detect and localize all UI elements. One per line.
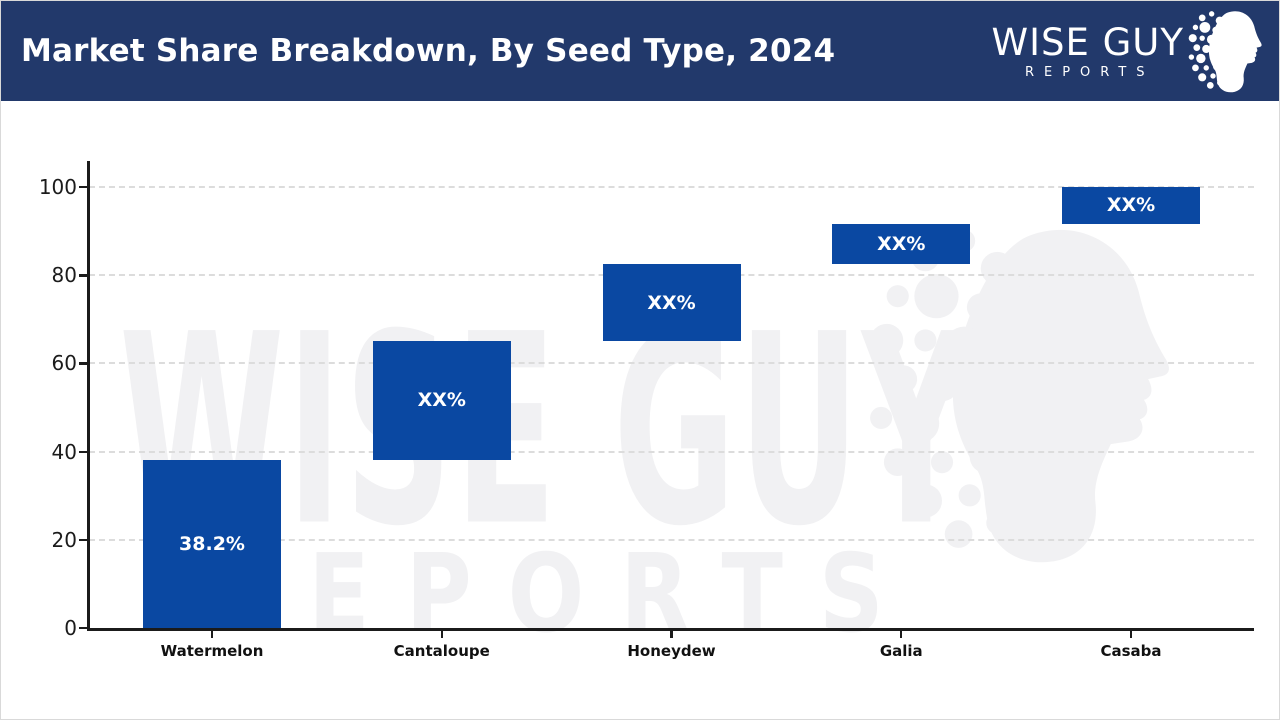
bar-honeydew: XX% <box>602 264 741 342</box>
x-tick-label-cantaloupe: Cantaloupe <box>393 642 490 660</box>
x-axis-line <box>87 628 1254 631</box>
y-tick-80 <box>79 274 89 277</box>
logo-head-icon <box>1186 7 1267 95</box>
y-tick-label-20: 20 <box>51 527 77 552</box>
x-tick-casaba <box>1129 628 1133 638</box>
y-tick-60 <box>79 362 89 365</box>
bar-watermelon: 38.2% <box>143 459 281 628</box>
y-tick-label-100: 100 <box>38 175 77 199</box>
bar-casaba: XX% <box>1062 187 1200 224</box>
logo-wordmark-sub: REPORTS <box>1024 64 1155 80</box>
bar-cantaloupe: XX% <box>372 341 511 460</box>
x-tick-watermelon <box>210 628 214 638</box>
y-tick-label-80: 80 <box>51 263 77 288</box>
logo-wordmark: WISE GUY REPORTS <box>992 24 1184 79</box>
x-tick-galia <box>900 628 903 638</box>
bar-value-label: XX% <box>877 232 926 255</box>
gridline-60 <box>89 362 1254 365</box>
header: Market Share Breakdown, By Seed Type, 20… <box>1 1 1279 101</box>
gridline-100 <box>89 186 1254 188</box>
y-tick-label-40: 40 <box>51 439 77 464</box>
x-tick-honeydew <box>670 628 673 638</box>
y-tick-label-0: 0 <box>64 616 77 640</box>
bar-value-label: XX% <box>417 389 466 412</box>
y-tick-label-60: 60 <box>51 351 77 376</box>
x-tick-cantaloupe <box>440 628 443 638</box>
plot-area: 0 20 40 60 80 100 38.2% Watermelon XX% Cantaloupe… <box>1 101 1279 719</box>
y-tick-20 <box>79 538 89 542</box>
gridline-20 <box>89 538 1254 541</box>
y-tick-100 <box>79 186 89 189</box>
bar-galia: XX% <box>832 223 971 265</box>
y-tick-0 <box>79 627 89 630</box>
chart-canvas: WISE GUY REPORTS 0 20 40 60 80 100 38.2% Waterm… <box>1 101 1279 719</box>
y-axis-line <box>87 161 90 631</box>
brand-logo: WISE GUY REPORTS <box>992 7 1267 95</box>
bar-value-label: XX% <box>647 291 696 314</box>
gridline-40 <box>89 450 1254 453</box>
page-title: Market Share Breakdown, By Seed Type, 20… <box>21 33 836 69</box>
bar-value-label: XX% <box>1106 194 1156 217</box>
x-tick-label-galia: Galia <box>879 642 923 660</box>
x-tick-label-casaba: Casaba <box>1100 642 1162 660</box>
x-tick-label-honeydew: Honeydew <box>627 642 716 660</box>
x-tick-label-watermelon: Watermelon <box>160 642 264 660</box>
bar-value-label: 38.2% <box>179 532 245 555</box>
y-tick-40 <box>79 450 89 453</box>
logo-wordmark-main: WISE GUY <box>991 20 1184 64</box>
